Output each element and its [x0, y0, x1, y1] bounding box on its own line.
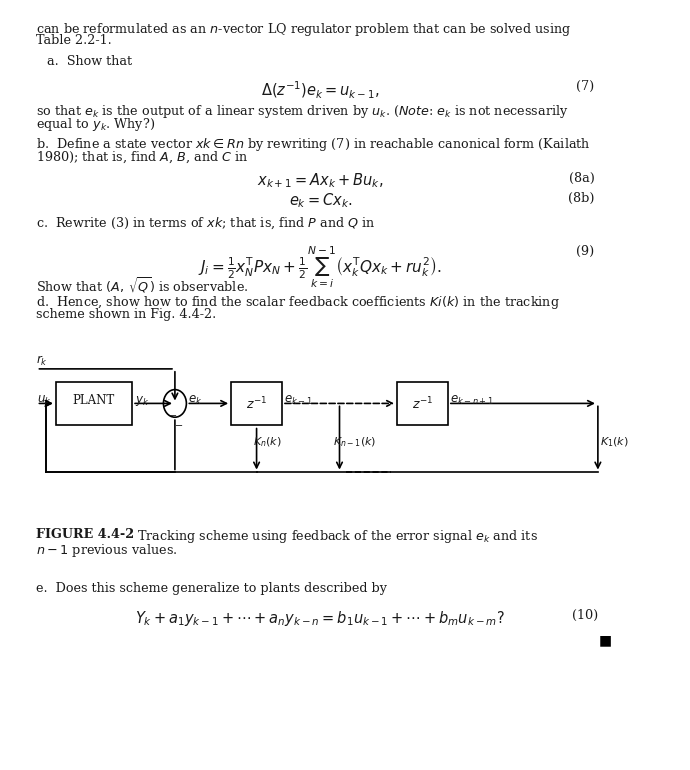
Text: 1980); that is, find $A$, $B$, and $C$ in: 1980); that is, find $A$, $B$, and $C$ i… — [37, 149, 249, 165]
Text: Show that $(A,\, \sqrt{Q})$ is observable.: Show that $(A,\, \sqrt{Q})$ is observabl… — [37, 276, 249, 295]
Text: $e_k$: $e_k$ — [188, 394, 203, 407]
Text: $Y_k + a_1y_{k-1} + \cdots + a_ny_{k-n} = b_1u_{k-1} + \cdots + b_mu_{k-m}?$: $Y_k + a_1y_{k-1} + \cdots + a_ny_{k-n} … — [135, 609, 505, 628]
Text: $\blacksquare$: $\blacksquare$ — [598, 634, 612, 649]
Text: $e_k = Cx_k.$: $e_k = Cx_k.$ — [288, 192, 352, 210]
Text: $\Delta(z^{-1})e_k = u_{k-1},$: $\Delta(z^{-1})e_k = u_{k-1},$ — [261, 79, 380, 101]
Text: equal to $y_k$. Why?): equal to $y_k$. Why?) — [37, 116, 156, 133]
Bar — [397, 382, 448, 425]
Text: FIGURE 4.4-2: FIGURE 4.4-2 — [37, 528, 135, 541]
Text: $e_{k-1}$: $e_{k-1}$ — [284, 394, 313, 407]
Text: (8b): (8b) — [568, 192, 595, 205]
Text: PLANT: PLANT — [72, 394, 115, 407]
Text: can be reformulated as an $n$-vector LQ regulator problem that can be solved usi: can be reformulated as an $n$-vector LQ … — [37, 21, 572, 38]
Text: $K_n(k)$: $K_n(k)$ — [253, 436, 282, 449]
Text: c.  Rewrite (3) in terms of $xk$; that is, find $P$ and $Q$ in: c. Rewrite (3) in terms of $xk$; that is… — [37, 216, 376, 231]
Text: (8a): (8a) — [569, 172, 595, 185]
Text: $u_k$: $u_k$ — [37, 394, 52, 407]
Text: $y_k$: $y_k$ — [135, 394, 150, 408]
Text: (10): (10) — [571, 609, 598, 622]
Text: (9): (9) — [576, 245, 595, 258]
Text: $x_{k+1} = Ax_k + Bu_k,$: $x_{k+1} = Ax_k + Bu_k,$ — [257, 172, 384, 190]
Text: $z^{-1}$: $z^{-1}$ — [246, 396, 267, 413]
Text: $K_1(k)$: $K_1(k)$ — [600, 436, 629, 449]
Text: d.  Hence, show how to find the scalar feedback coefficients $Ki(k)$ in the trac: d. Hence, show how to find the scalar fe… — [37, 293, 560, 311]
Text: (7): (7) — [576, 79, 595, 92]
Text: $-$: $-$ — [174, 420, 183, 429]
Text: $n - 1$ previous values.: $n - 1$ previous values. — [37, 542, 178, 559]
Text: $K_{n-1}(k)$: $K_{n-1}(k)$ — [333, 436, 376, 449]
Text: $r_k$: $r_k$ — [37, 353, 48, 367]
Text: a.  Show that: a. Show that — [48, 55, 132, 68]
Text: $z^{-1}$: $z^{-1}$ — [412, 396, 433, 413]
Text: b.  Define a state vector $xk \in Rn$ by rewriting (7) in reachable canonical fo: b. Define a state vector $xk \in Rn$ by … — [37, 136, 591, 152]
Bar — [56, 382, 132, 425]
Text: scheme shown in Fig. 4.4-2.: scheme shown in Fig. 4.4-2. — [37, 307, 217, 320]
Bar — [231, 382, 282, 425]
Text: so that $e_k$ is the output of a linear system driven by $u_k$. ($Note$: $e_k$ i: so that $e_k$ is the output of a linear … — [37, 102, 569, 119]
Text: $e_{k-n+1}$: $e_{k-n+1}$ — [450, 394, 494, 407]
Text: e.  Does this scheme generalize to plants described by: e. Does this scheme generalize to plants… — [37, 582, 388, 595]
Text: $J_i = \frac{1}{2}x_N^\mathrm{T}Px_N + \frac{1}{2}\sum_{k=i}^{N-1}\left(x_k^\mat: $J_i = \frac{1}{2}x_N^\mathrm{T}Px_N + \… — [199, 245, 442, 290]
Text: Table 2.2-1.: Table 2.2-1. — [37, 35, 112, 48]
Text: Tracking scheme using feedback of the error signal $e_k$ and its: Tracking scheme using feedback of the er… — [129, 528, 538, 545]
Text: $-$: $-$ — [168, 410, 177, 419]
